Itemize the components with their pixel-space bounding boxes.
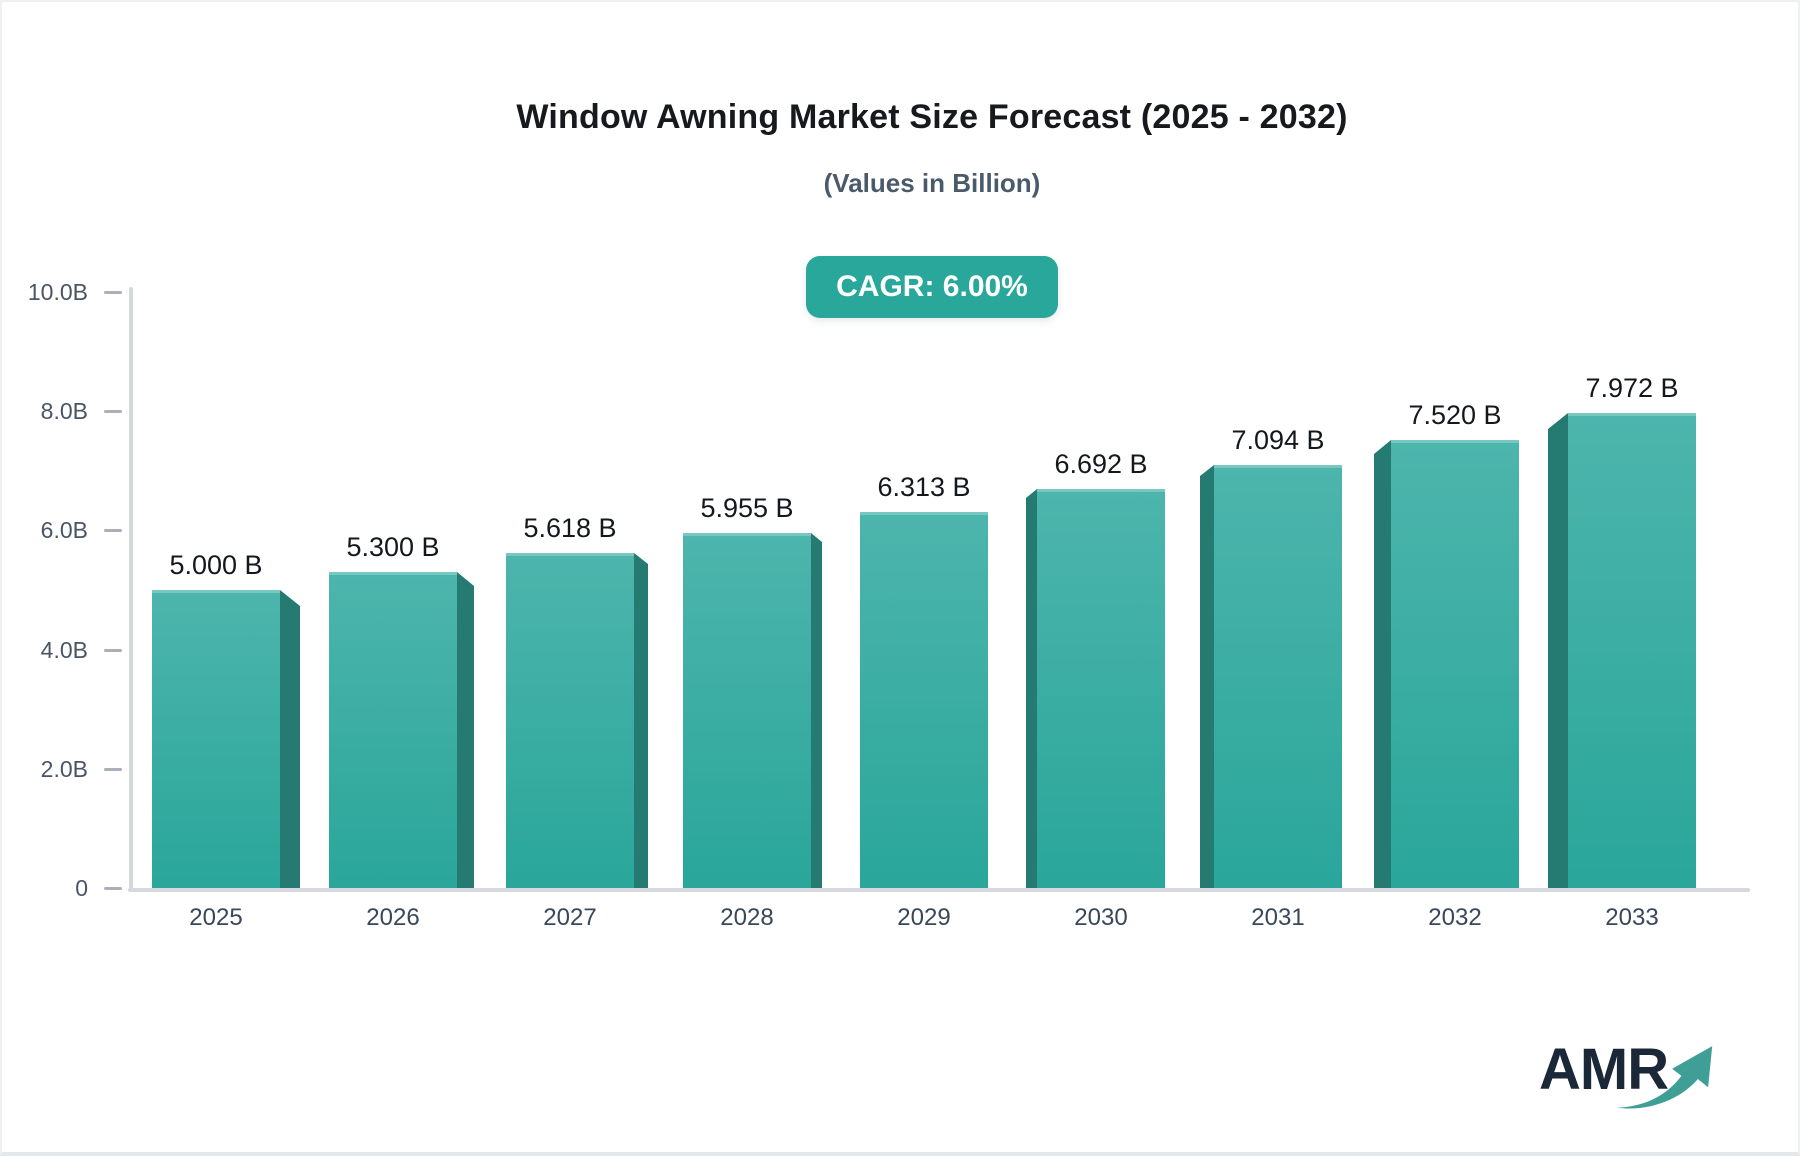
bar-front-2028: [683, 533, 811, 888]
chart-subtitle: (Values in Billion): [823, 168, 1041, 198]
bar-front-2031: [1214, 465, 1342, 888]
bar-side-face: [634, 553, 648, 888]
bar-side-face: [1026, 489, 1037, 888]
y-axis-tick-label: 4.0B: [40, 637, 88, 663]
x-axis-label: 2032: [1428, 904, 1482, 931]
bar-value-label: 7.972 B: [1585, 373, 1679, 403]
x-axis-label: 2033: [1605, 904, 1659, 931]
bar-front-2026: [329, 572, 457, 888]
y-axis-line: [129, 287, 133, 892]
bar-value-label: 5.618 B: [523, 513, 617, 543]
bar-side-face: [457, 572, 474, 888]
bar-front-2033: [1568, 413, 1696, 888]
bar-front-2027: [506, 553, 634, 888]
bar-value-label: 7.094 B: [1231, 425, 1325, 455]
cagr-badge-row: CAGR: 6.00%: [62, 256, 1798, 318]
y-axis-tick: [104, 291, 122, 294]
bar-side-face: [1200, 465, 1214, 888]
x-axis-label: 2026: [366, 904, 420, 931]
bar-side-face: [811, 533, 822, 888]
bar-value-label: 5.955 B: [700, 493, 794, 523]
x-axis-label: 2025: [189, 904, 243, 931]
bar-value-label: 5.300 B: [346, 532, 440, 562]
x-axis-label: 2027: [543, 904, 597, 931]
y-axis-tick: [104, 529, 122, 532]
bar-front-2030: [1037, 489, 1165, 888]
bar-side-face: [1374, 440, 1391, 888]
bar-side-face: [1548, 413, 1568, 888]
y-axis-tick-label: 6.0B: [40, 517, 88, 543]
x-axis-label: 2029: [897, 904, 951, 931]
y-axis-tick-label: 10.0B: [27, 279, 88, 305]
y-axis-tick: [104, 768, 122, 771]
y-axis-tick-label: 2.0B: [40, 756, 88, 782]
bar-side-face: [280, 590, 300, 888]
bar-value-label: 7.520 B: [1408, 400, 1502, 430]
bar-front-2025: [152, 590, 280, 888]
amr-logo-text: AMR: [1539, 1037, 1669, 1102]
cagr-badge: CAGR: 6.00%: [806, 256, 1058, 318]
growth-arrow-path: [1616, 1046, 1713, 1109]
y-axis-tick-label: 0: [75, 875, 88, 901]
bar-value-label: 6.692 B: [1054, 449, 1148, 479]
y-axis-tick: [104, 649, 122, 652]
x-axis-line: [128, 888, 1750, 892]
bar-front-2029: [860, 512, 988, 888]
y-axis-tick-label: 8.0B: [40, 398, 88, 424]
bar-value-label: 5.000 B: [169, 550, 263, 580]
x-axis-label: 2031: [1251, 904, 1305, 931]
amr-logo: AMR: [1539, 1038, 1729, 1122]
chart-title: Window Awning Market Size Forecast (2025…: [516, 98, 1348, 136]
bar-value-label: 6.313 B: [877, 472, 971, 502]
y-axis-tick: [104, 410, 122, 413]
y-axis-tick: [104, 887, 122, 890]
x-axis-label: 2028: [720, 904, 774, 931]
bar-front-2032: [1391, 440, 1519, 888]
x-axis-label: 2030: [1074, 904, 1128, 931]
growth-arrow-icon: [1616, 1046, 1713, 1109]
